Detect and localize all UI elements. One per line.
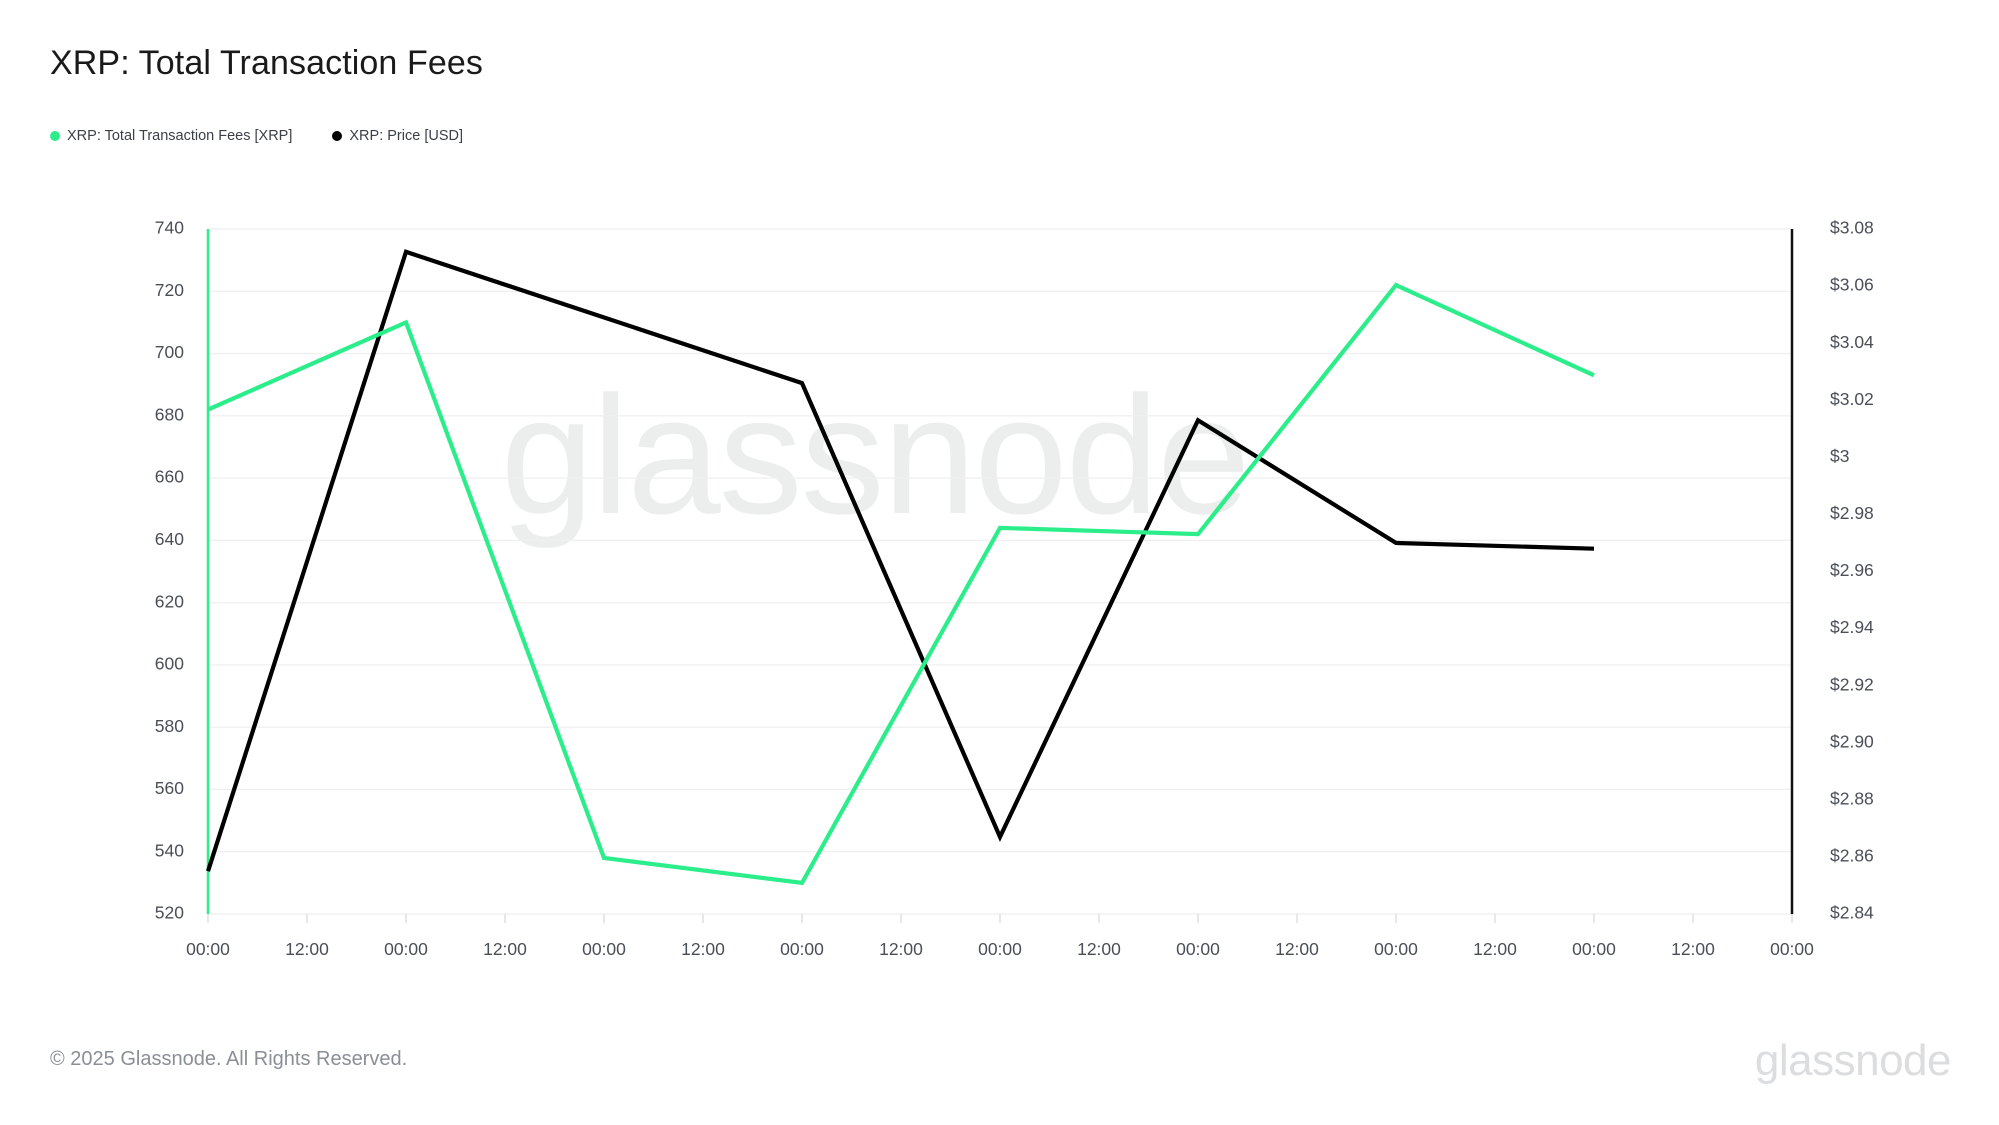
- right-axis-tick-label: $3.02: [1830, 389, 1874, 409]
- x-axis-tick-label: 00:00: [780, 939, 824, 959]
- left-axis-tick-label: 740: [155, 218, 184, 238]
- x-axis-tick-label: 12:00: [1671, 939, 1715, 959]
- right-axis-tick-labels: $3.08 $3.06 $3.04 $3.02 $3 $2.98 $2.96 $2.94 $2.…: [1830, 218, 1874, 923]
- right-axis-tick-label: $2.86: [1830, 846, 1874, 866]
- left-axis-tick-label: 600: [155, 654, 184, 674]
- left-axis-tick-labels: 740 720 700 680 660 640 620 600 580 560 540 520: [155, 218, 184, 923]
- chart-svg: 740 720 700 680 660 640 620 600 580 560 540 520 $3.…: [155, 218, 1874, 959]
- circle-dot-icon: [50, 131, 60, 141]
- x-axis-tick-label: 00:00: [1572, 939, 1616, 959]
- x-axis-tick-label: 12:00: [285, 939, 329, 959]
- x-axis-tick-label: 12:00: [483, 939, 527, 959]
- left-axis-tick-label: 660: [155, 467, 184, 487]
- right-axis-tick-label: $3.06: [1830, 275, 1874, 295]
- left-axis-tick-label: 560: [155, 778, 184, 798]
- right-axis-tick-label: $3: [1830, 446, 1849, 466]
- left-axis-tick-label: 720: [155, 280, 184, 300]
- x-axis-tick-label: 00:00: [978, 939, 1022, 959]
- left-axis-tick-label: 620: [155, 591, 184, 611]
- right-axis-tick-label: $3.04: [1830, 332, 1874, 352]
- chart-plot-area[interactable]: 740 720 700 680 660 640 620 600 580 560 540 520 $3.…: [0, 0, 1999, 1000]
- footer-copyright: © 2025 Glassnode. All Rights Reserved.: [50, 1048, 408, 1070]
- x-axis-tick-label: 00:00: [384, 939, 428, 959]
- x-tick-marks: [207, 914, 1793, 923]
- left-axis-tick-label: 680: [155, 404, 184, 424]
- left-axis-tick-label: 580: [155, 716, 184, 736]
- legend-item-price[interactable]: XRP: Price [USD]: [332, 127, 463, 145]
- x-axis-tick-label: 12:00: [1077, 939, 1121, 959]
- legend-item-label: XRP: Total Transaction Fees [XRP]: [67, 128, 293, 144]
- right-axis-tick-label: $2.98: [1830, 503, 1874, 523]
- left-axis-tick-label: 700: [155, 342, 184, 362]
- x-axis-tick-label: 12:00: [1473, 939, 1517, 959]
- right-axis-tick-label: $2.84: [1830, 903, 1874, 923]
- right-axis-tick-label: $2.92: [1830, 674, 1874, 694]
- left-axis-tick-label: 540: [155, 840, 184, 860]
- x-axis-tick-labels: 00:00 12:00 00:00 12:00 00:00 12:00 00:00 12:00…: [186, 939, 1814, 959]
- x-axis-tick-label: 12:00: [1275, 939, 1319, 959]
- chart-legend: XRP: Total Transaction Fees [XRP] XRP: P…: [50, 127, 463, 145]
- page-title: XRP: Total Transaction Fees: [50, 44, 483, 82]
- legend-item-fees[interactable]: XRP: Total Transaction Fees [XRP]: [50, 127, 292, 145]
- x-axis-tick-label: 00:00: [582, 939, 626, 959]
- x-axis-tick-label: 12:00: [681, 939, 725, 959]
- x-axis-tick-label: 12:00: [879, 939, 923, 959]
- circle-dot-icon: [332, 131, 343, 141]
- series-line-price: [205, 249, 1595, 872]
- left-axis-tick-label: 520: [155, 903, 184, 923]
- x-axis-tick-label: 00:00: [186, 939, 230, 959]
- right-axis-tick-label: $3.08: [1830, 218, 1874, 238]
- x-axis-tick-label: 00:00: [1770, 939, 1814, 959]
- left-axis-tick-label: 640: [155, 529, 184, 549]
- x-axis-tick-label: 00:00: [1176, 939, 1220, 959]
- x-axis-tick-label: 00:00: [1374, 939, 1418, 959]
- legend-item-label: XRP: Price [USD]: [349, 128, 463, 144]
- right-axis-tick-label: $2.90: [1830, 731, 1874, 751]
- grid-lines: [208, 228, 1792, 915]
- right-axis-tick-label: $2.94: [1830, 617, 1874, 637]
- right-axis-tick-label: $2.96: [1830, 560, 1874, 580]
- series-line-fees: [207, 282, 1595, 886]
- glassnode-logo: glassnode: [1754, 1036, 1952, 1085]
- right-axis-tick-label: $2.88: [1830, 788, 1874, 808]
